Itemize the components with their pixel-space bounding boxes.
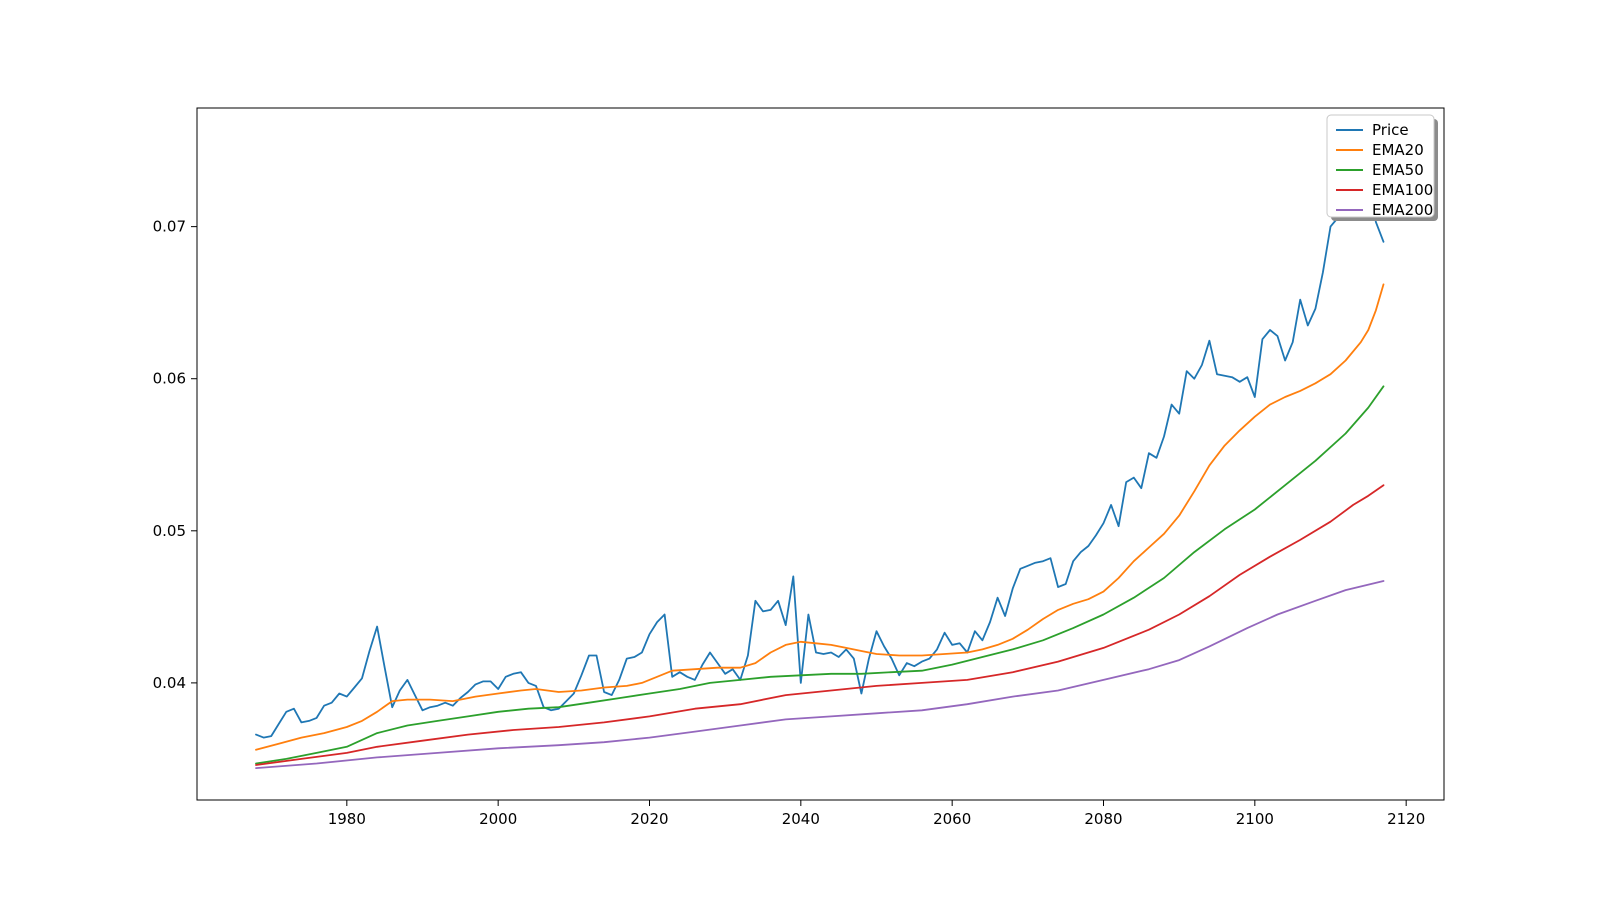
series-line-ema100 xyxy=(255,484,1385,766)
legend-label-ema20: EMA20 xyxy=(1372,141,1424,159)
legend-label-price: Price xyxy=(1372,121,1409,139)
plot-border xyxy=(196,107,1445,801)
x-axis-tick-label: 2020 xyxy=(630,810,668,828)
series-line-ema20 xyxy=(255,283,1385,751)
x-axis-tick-label: 2040 xyxy=(782,810,820,828)
series-line-ema200 xyxy=(255,580,1385,769)
x-axis-tick-label: 2080 xyxy=(1084,810,1122,828)
y-axis-tick-label: 0.07 xyxy=(153,218,186,236)
legend-label-ema100: EMA100 xyxy=(1372,181,1433,199)
legend-label-ema50: EMA50 xyxy=(1372,161,1424,179)
y-axis-tick-label: 0.05 xyxy=(153,522,186,540)
series-line-ema50 xyxy=(255,385,1385,765)
y-axis-tick-label: 0.06 xyxy=(153,370,186,388)
legend xyxy=(1326,114,1435,218)
x-axis-tick-label: 2100 xyxy=(1236,810,1274,828)
series-line-price xyxy=(255,140,1385,739)
legend-label-ema200: EMA200 xyxy=(1372,201,1433,219)
x-axis-tick-label: 2120 xyxy=(1387,810,1425,828)
x-axis-tick-label: 2000 xyxy=(479,810,517,828)
x-axis-tick-label: 1980 xyxy=(328,810,366,828)
y-axis-tick-label: 0.04 xyxy=(153,674,186,692)
x-axis-tick-label: 2060 xyxy=(933,810,971,828)
